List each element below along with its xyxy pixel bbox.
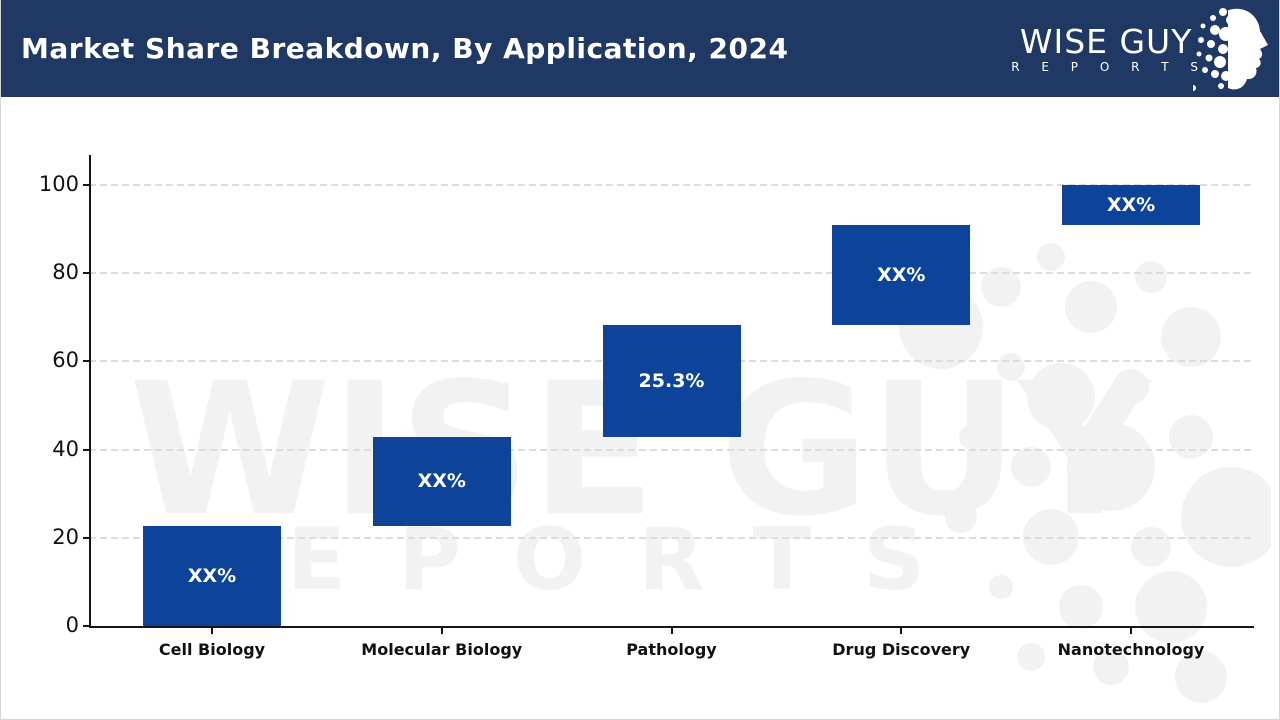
y-tick-mark [83, 625, 89, 627]
bar-nanotechnology: XX% [1062, 185, 1200, 226]
x-tick-mark [900, 628, 903, 634]
x-tick-label: Nanotechnology [1057, 640, 1205, 659]
x-axis-line [89, 626, 1254, 628]
gridline-40 [89, 448, 1254, 451]
watermark-face-dots [899, 243, 1271, 703]
x-tick-mark [670, 628, 673, 634]
brand-logo-text: WISE GUY R E P O R T S [1005, 25, 1207, 73]
header: Market Share Breakdown, By Application, … [1, 0, 1279, 97]
y-tick-mark [83, 184, 89, 186]
gridline-20 [89, 536, 1254, 539]
watermark-subtext: REPORTS [169, 510, 978, 610]
y-tick-label: 100 [38, 172, 79, 196]
y-tick-mark [83, 272, 89, 275]
y-tick-mark [83, 536, 89, 539]
brand-name: WISE GUY [1019, 21, 1193, 61]
x-tick-label: Molecular Biology [361, 640, 523, 659]
y-axis-line [89, 155, 91, 626]
x-tick-label: Drug Discovery [832, 640, 971, 659]
y-tick-label: 40 [52, 436, 79, 461]
y-tick-label: 0 [65, 613, 79, 637]
bar-value-label: 25.3% [638, 370, 705, 393]
bar-drug-discovery: XX% [832, 225, 971, 326]
x-tick-mark [440, 628, 443, 634]
y-tick-label: 80 [52, 260, 79, 285]
y-tick-mark [83, 448, 89, 451]
bar-value-label: XX% [187, 564, 237, 587]
bar-pathology: 25.3% [602, 325, 741, 437]
gridline-80 [89, 272, 1254, 275]
x-tick-mark [211, 628, 213, 634]
bar-value-label: XX% [417, 470, 466, 493]
logo-face-icon [1193, 7, 1268, 91]
brand-subtitle: R E P O R T S [1011, 59, 1207, 74]
x-tick-mark [1130, 628, 1132, 634]
y-tick-label: 60 [52, 348, 79, 373]
bar-value-label: XX% [877, 264, 926, 287]
chart-area: WISE GUY REPORTS XX%XX%25.3%XX%XX% 02040… [1, 97, 1279, 719]
page-title: Market Share Breakdown, By Application, … [21, 32, 789, 65]
gridline-100 [89, 184, 1254, 186]
bar-cell-biology: XX% [143, 525, 281, 626]
brand-logo: WISE GUY R E P O R T S [1005, 4, 1271, 94]
x-tick-label: Cell Biology [158, 640, 266, 659]
y-tick-mark [83, 360, 89, 363]
bar-molecular-biology: XX% [372, 436, 511, 526]
bar-value-label: XX% [1106, 194, 1156, 217]
x-tick-label: Pathology [626, 640, 717, 659]
y-tick-label: 20 [52, 524, 79, 549]
